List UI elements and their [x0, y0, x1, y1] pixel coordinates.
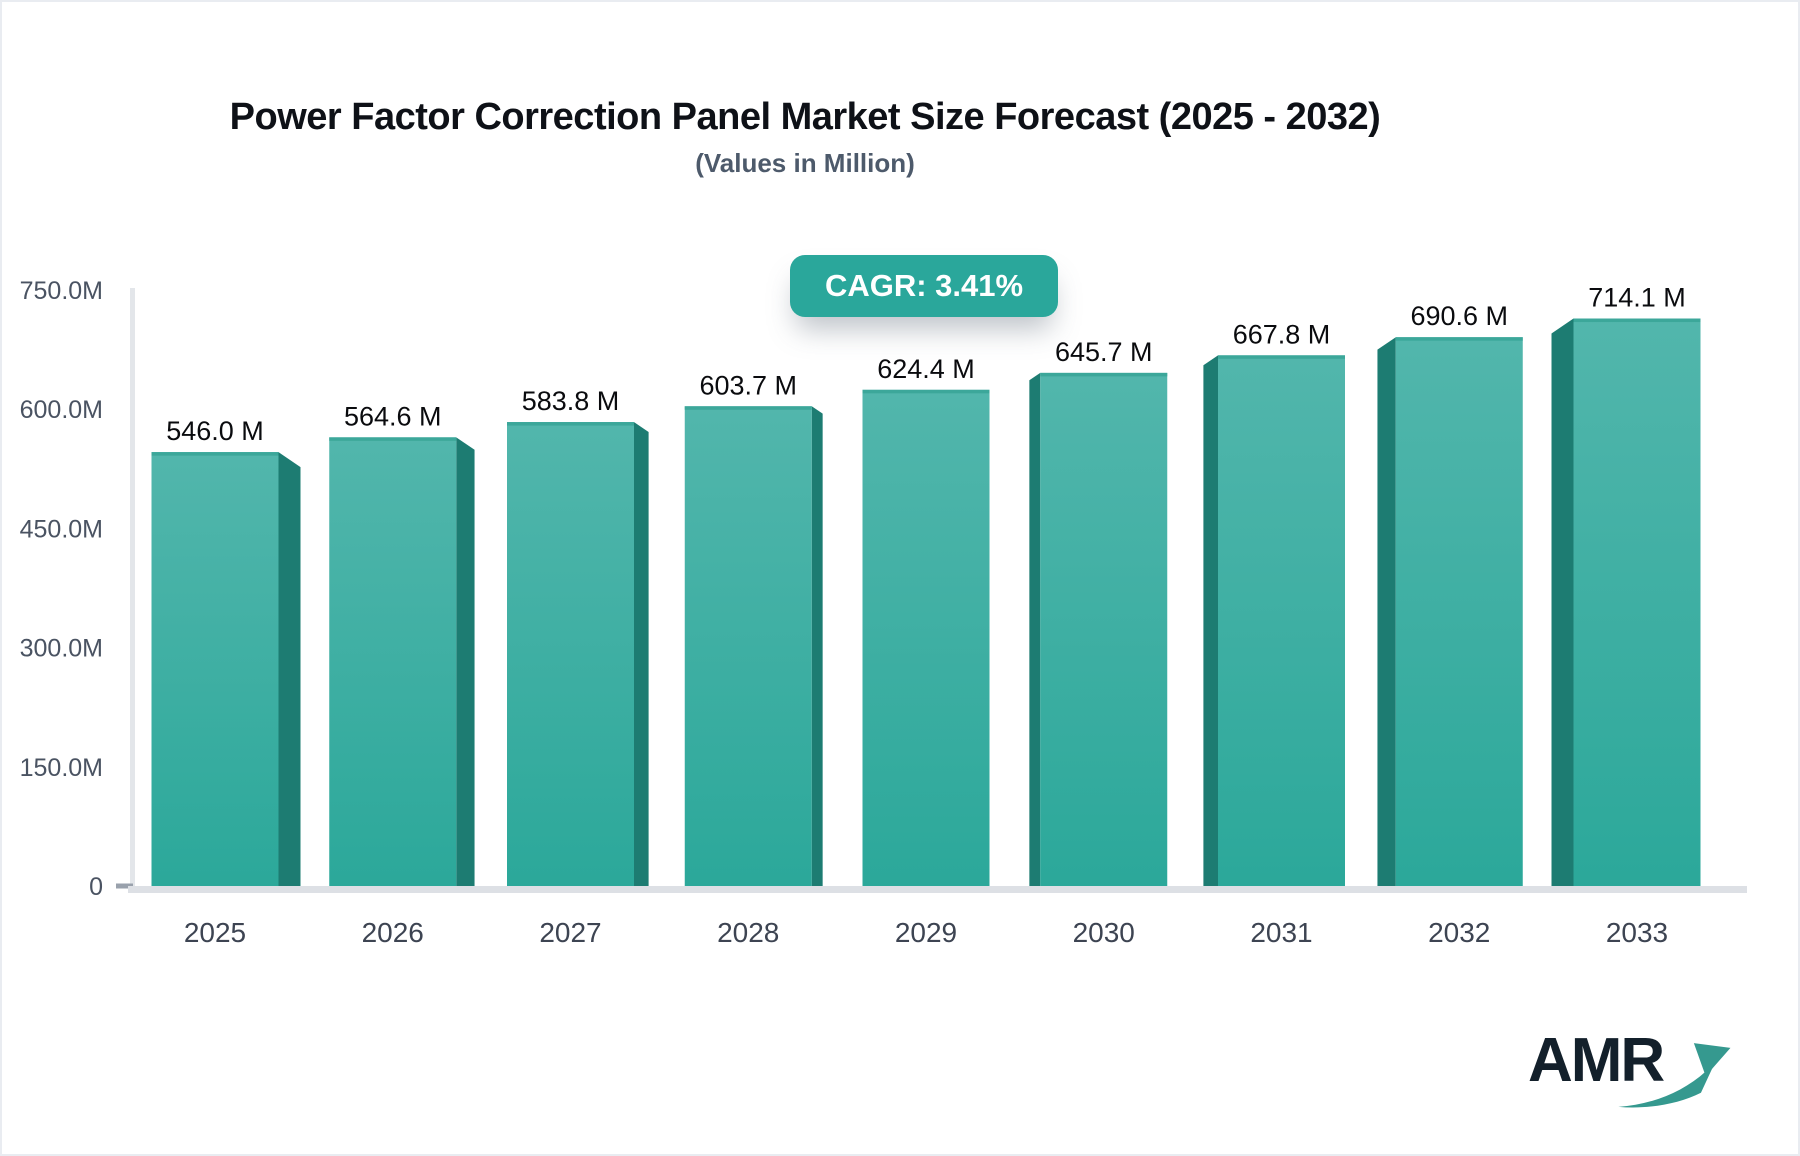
- y-axis-line: [130, 288, 135, 886]
- bar-top-edge: [151, 452, 279, 456]
- y-tick-label-4: 600.0M: [20, 396, 103, 424]
- cagr-badge-label: CAGR: 3.41%: [824, 268, 1024, 303]
- bar-top-edge: [329, 437, 457, 441]
- y-tick-label-3: 450.0M: [20, 515, 103, 543]
- bar-2032: 690.6 M 2032: [1377, 301, 1523, 948]
- bar-side-face: [1203, 355, 1218, 889]
- x-axis-baseline: [128, 886, 1747, 893]
- bar-value-label: 667.8 M: [1233, 319, 1331, 349]
- bar-side-face: [634, 422, 649, 889]
- x-tick-label: 2029: [895, 917, 957, 948]
- x-tick-label: 2031: [1250, 917, 1312, 948]
- bar-front-face: [1573, 318, 1701, 889]
- bar-value-label: 645.7 M: [1055, 337, 1153, 367]
- bar-front-face: [862, 389, 990, 889]
- bar-value-label: 603.7 M: [699, 370, 797, 400]
- amr-logo-text: AMR: [1528, 1026, 1665, 1095]
- bar-front-face: [329, 437, 457, 889]
- bar-side-face: [278, 452, 301, 889]
- bar-value-label: 546.0 M: [166, 416, 264, 446]
- chart-subtitle: (Values in Million): [695, 148, 915, 178]
- bar-2027: 583.8 M 2027: [507, 386, 649, 948]
- bar-side-face: [456, 437, 475, 889]
- bar-top-edge: [1040, 372, 1168, 377]
- bar-2033: 714.1 M 2033: [1551, 283, 1701, 948]
- bar-top-edge: [684, 406, 812, 410]
- bar-top-edge: [862, 389, 990, 394]
- y-tick-label-2: 300.0M: [20, 635, 103, 663]
- y-tick-label-5: 750.0M: [20, 277, 103, 305]
- bar-front-face: [507, 422, 634, 889]
- x-tick-label: 2033: [1606, 917, 1668, 948]
- bar-value-label: 624.4 M: [877, 354, 975, 384]
- bar-2026: 564.6 M 2026: [329, 401, 475, 948]
- bar-side-face: [811, 406, 823, 889]
- bar-front-face: [684, 406, 812, 889]
- bar-top-edge: [1218, 355, 1345, 359]
- bar-2028: 603.7 M 2028: [684, 370, 823, 948]
- bar-2029: 624.4 M 2029: [862, 354, 990, 948]
- amr-logo: AMR: [1528, 1030, 1738, 1120]
- bar-value-label: 583.8 M: [522, 386, 620, 416]
- growth-arrow-icon: [1618, 1043, 1731, 1108]
- bar-value-label: 564.6 M: [344, 401, 442, 431]
- bar-top-edge: [507, 422, 634, 426]
- x-tick-label: 2032: [1428, 917, 1490, 948]
- y-tick-label-0: 0: [89, 873, 103, 901]
- chart-title: Power Factor Correction Panel Market Siz…: [229, 96, 1381, 138]
- x-tick-label: 2028: [717, 917, 779, 948]
- bar-2030: 645.7 M 2030: [1029, 337, 1168, 948]
- x-tick-label: 2026: [362, 917, 424, 948]
- bar-value-label: 690.6 M: [1410, 301, 1508, 331]
- bar-side-face: [1029, 372, 1041, 889]
- bar-top-edge: [1573, 318, 1701, 323]
- bar-front-face: [1218, 355, 1345, 889]
- bar-side-face: [1377, 337, 1396, 889]
- bar-front-face: [151, 452, 279, 889]
- x-tick-label: 2030: [1073, 917, 1135, 948]
- y-tick-label-1: 150.0M: [20, 754, 103, 782]
- bar-top-edge: [1395, 337, 1523, 341]
- zero-tick-dash: [116, 883, 133, 889]
- cagr-badge: CAGR: 3.41%: [790, 255, 1058, 317]
- bar-front-face: [1040, 372, 1168, 889]
- x-tick-label: 2025: [184, 917, 246, 948]
- bar-side-face: [1551, 318, 1574, 889]
- bar-front-face: [1395, 337, 1523, 889]
- bar-2031: 667.8 M 2031: [1203, 319, 1345, 948]
- bar-2025: 546.0 M 2025: [151, 416, 301, 948]
- bar-value-label: 714.1 M: [1588, 283, 1686, 313]
- x-tick-label: 2027: [539, 917, 601, 948]
